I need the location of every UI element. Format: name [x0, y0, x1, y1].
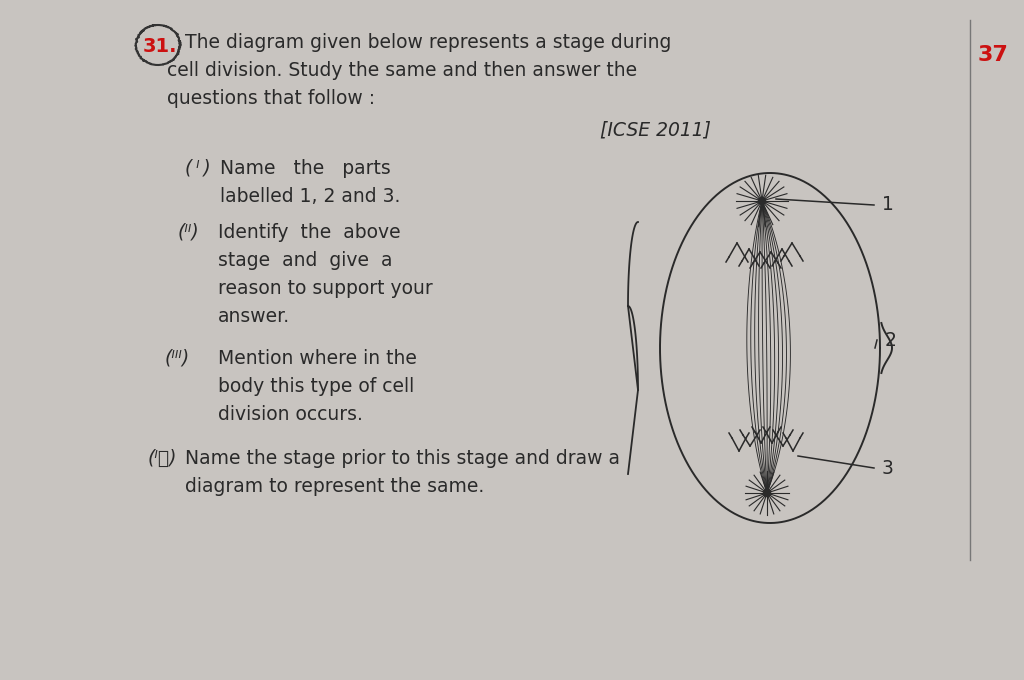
Text: [ICSE 2011]: [ICSE 2011] [600, 120, 711, 139]
Text: cell division. Study the same and then answer the: cell division. Study the same and then a… [167, 61, 637, 80]
Text: questions that follow :: questions that follow : [167, 88, 375, 107]
Text: division occurs.: division occurs. [218, 405, 362, 424]
Text: (ᴵᴵᴵ): (ᴵᴵᴵ) [165, 348, 190, 367]
Text: The diagram given below represents a stage during: The diagram given below represents a sta… [185, 33, 672, 52]
Text: 1: 1 [882, 196, 894, 214]
Text: reason to support your: reason to support your [218, 279, 433, 298]
Text: Name the stage prior to this stage and draw a: Name the stage prior to this stage and d… [185, 449, 620, 468]
Text: 31.: 31. [142, 37, 177, 56]
Text: 37: 37 [977, 45, 1008, 65]
Text: Name   the   parts: Name the parts [220, 158, 391, 177]
Text: ( ᴵ ): ( ᴵ ) [185, 158, 211, 177]
Circle shape [759, 197, 766, 205]
Text: body this type of cell: body this type of cell [218, 377, 415, 396]
Text: (ᴵᴵ): (ᴵᴵ) [178, 222, 200, 241]
Text: 2: 2 [885, 330, 897, 350]
Text: Mention where in the: Mention where in the [218, 348, 417, 367]
Text: 3: 3 [882, 458, 894, 477]
Text: Identify  the  above: Identify the above [218, 222, 400, 241]
Text: (ᴵᵜ): (ᴵᵜ) [148, 449, 177, 468]
Text: answer.: answer. [218, 307, 290, 326]
Text: diagram to represent the same.: diagram to represent the same. [185, 477, 484, 496]
Circle shape [764, 490, 770, 496]
Text: stage  and  give  a: stage and give a [218, 250, 392, 269]
Text: labelled 1, 2 and 3.: labelled 1, 2 and 3. [220, 186, 400, 205]
